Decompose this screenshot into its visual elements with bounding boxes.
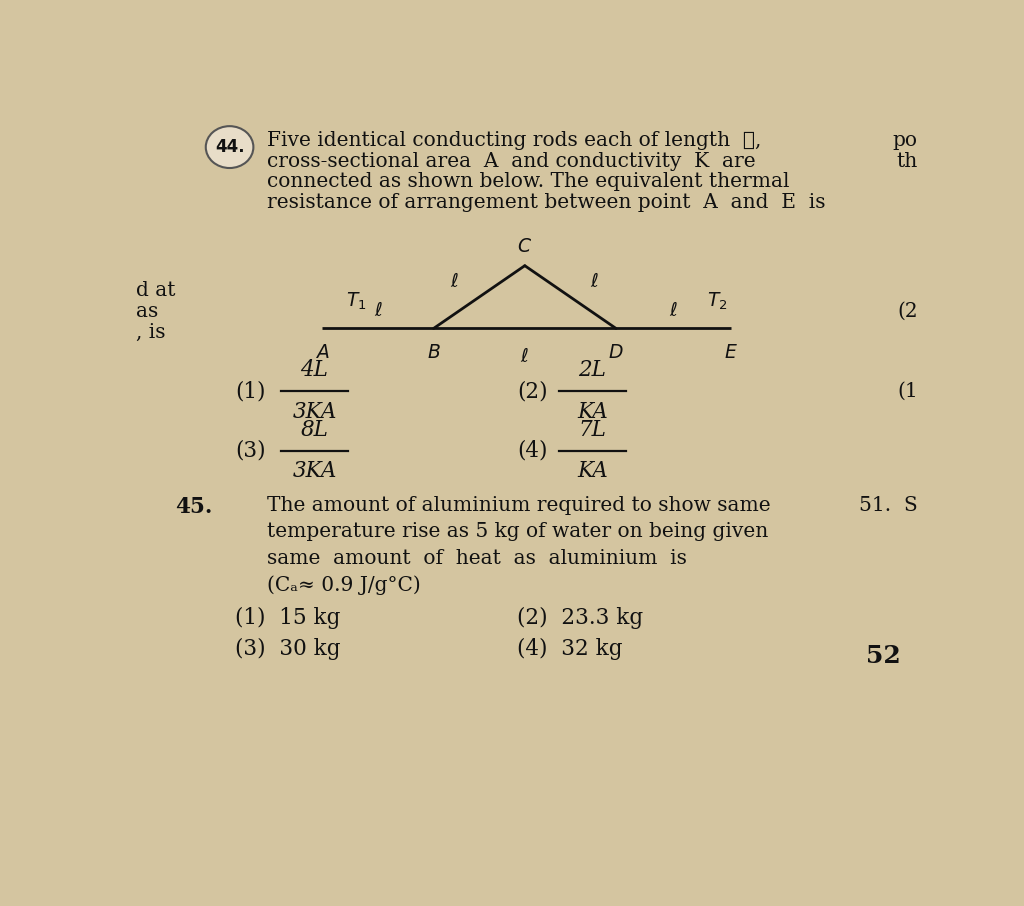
Text: The amount of aluminium required to show same: The amount of aluminium required to show… [267,496,770,515]
Text: (3): (3) [236,439,266,461]
Text: (2): (2) [517,381,548,402]
Text: 3KA: 3KA [292,401,337,423]
Text: , is: , is [136,323,166,342]
Text: $\ell$: $\ell$ [520,347,529,366]
Text: same  amount  of  heat  as  aluminium  is: same amount of heat as aluminium is [267,549,687,568]
Text: (3)  30 kg: (3) 30 kg [236,639,341,660]
Text: $\ell$: $\ell$ [451,273,460,292]
Text: 8L: 8L [301,419,329,440]
Text: $C$: $C$ [517,238,532,255]
Text: Five identical conducting rods each of length  ℓ,: Five identical conducting rods each of l… [267,130,761,149]
Text: 7L: 7L [579,419,606,440]
Text: cross-sectional area  A  and conductivity  K  are: cross-sectional area A and conductivity … [267,151,756,170]
Text: $T_2$: $T_2$ [708,291,728,313]
Text: 51.  S: 51. S [859,496,918,515]
Text: 3KA: 3KA [292,460,337,483]
Text: 45.: 45. [176,496,213,518]
Circle shape [206,126,253,168]
Text: (Cₐ≈ 0.9 J/g°C): (Cₐ≈ 0.9 J/g°C) [267,575,421,595]
Text: $B$: $B$ [427,343,440,361]
Text: $D$: $D$ [608,343,624,361]
Text: (1)  15 kg: (1) 15 kg [236,607,341,629]
Text: (1: (1 [897,381,918,400]
Text: 44.: 44. [215,138,245,156]
Text: $T_1$: $T_1$ [346,291,367,313]
Text: (4)  32 kg: (4) 32 kg [517,639,623,660]
Text: resistance of arrangement between point  A  and  E  is: resistance of arrangement between point … [267,193,825,212]
Text: 52: 52 [866,644,901,669]
Text: (2)  23.3 kg: (2) 23.3 kg [517,607,643,629]
Text: $A$: $A$ [315,343,330,361]
Text: as: as [136,302,158,321]
Text: 4L: 4L [301,360,329,381]
Text: d at: d at [136,281,175,300]
Text: $\ell$: $\ell$ [374,301,382,320]
Text: po: po [893,130,918,149]
Text: KA: KA [577,401,607,423]
Text: KA: KA [577,460,607,483]
Text: $\ell$: $\ell$ [590,273,599,292]
Text: (4): (4) [517,439,548,461]
Text: temperature rise as 5 kg of water on being given: temperature rise as 5 kg of water on bei… [267,523,768,542]
Text: 2L: 2L [579,360,606,381]
Text: $E$: $E$ [724,343,738,361]
Text: $\ell$: $\ell$ [669,301,678,320]
Text: (2: (2 [897,302,918,321]
Text: th: th [896,151,918,170]
Text: (1): (1) [236,381,265,402]
Text: connected as shown below. The equivalent thermal: connected as shown below. The equivalent… [267,172,790,191]
